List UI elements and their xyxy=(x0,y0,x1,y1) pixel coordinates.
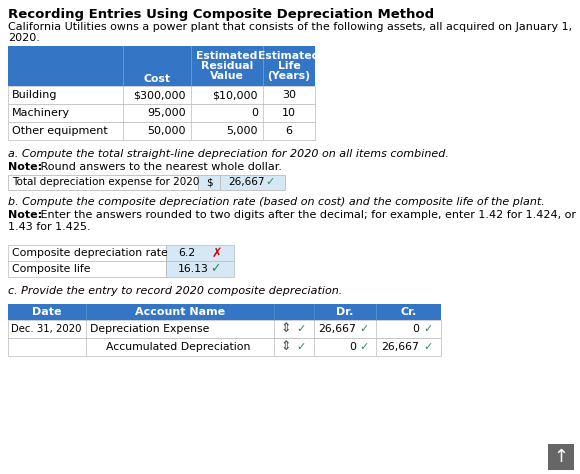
Text: Total depreciation expense for 2020: Total depreciation expense for 2020 xyxy=(12,177,200,187)
Text: 26,667: 26,667 xyxy=(318,324,356,334)
Bar xyxy=(8,104,315,122)
Text: ⇕: ⇕ xyxy=(280,322,291,336)
Bar xyxy=(8,338,441,356)
Text: $300,000: $300,000 xyxy=(133,90,186,100)
Text: Composite life: Composite life xyxy=(12,264,90,274)
Text: ✗: ✗ xyxy=(212,246,223,259)
Text: ✓: ✓ xyxy=(359,342,368,352)
Text: 95,000: 95,000 xyxy=(147,108,186,118)
Bar xyxy=(8,304,441,320)
Text: 2020.: 2020. xyxy=(8,33,40,43)
Text: Other equipment: Other equipment xyxy=(12,126,108,136)
Text: b. Compute the composite depreciation rate (based on cost) and the composite lif: b. Compute the composite depreciation ra… xyxy=(8,197,545,207)
Text: Value: Value xyxy=(210,71,244,81)
Bar xyxy=(166,245,234,261)
Bar xyxy=(8,86,315,104)
Text: ✓: ✓ xyxy=(296,342,306,352)
Text: Machinery: Machinery xyxy=(12,108,70,118)
Bar xyxy=(8,320,441,338)
Text: Cost: Cost xyxy=(143,74,171,84)
Text: (Years): (Years) xyxy=(267,71,310,81)
Text: Estimated: Estimated xyxy=(258,51,320,61)
Bar xyxy=(8,261,166,277)
Text: Note:: Note: xyxy=(8,210,42,220)
Text: ↑: ↑ xyxy=(553,448,568,466)
Text: Composite depreciation rate: Composite depreciation rate xyxy=(12,248,168,258)
Text: 10: 10 xyxy=(282,108,296,118)
Text: 0: 0 xyxy=(349,342,356,352)
Text: $10,000: $10,000 xyxy=(212,90,258,100)
Text: Account Name: Account Name xyxy=(135,307,225,317)
Text: ✓: ✓ xyxy=(423,342,432,352)
Text: ✓: ✓ xyxy=(423,324,432,334)
Text: Enter the answers rounded to two digits after the decimal; for example, enter 1.: Enter the answers rounded to two digits … xyxy=(37,210,576,220)
Bar xyxy=(166,261,234,277)
Text: 1.43 for 1.425.: 1.43 for 1.425. xyxy=(8,222,90,232)
Text: Life: Life xyxy=(278,61,300,71)
Text: California Utilities owns a power plant that consists of the following assets, a: California Utilities owns a power plant … xyxy=(8,22,572,32)
Text: ⇕: ⇕ xyxy=(280,340,291,354)
Text: ✓: ✓ xyxy=(210,263,220,275)
Text: ✓: ✓ xyxy=(296,324,306,334)
Text: 30: 30 xyxy=(282,90,296,100)
Text: 0: 0 xyxy=(251,108,258,118)
Text: Estimated: Estimated xyxy=(196,51,258,61)
Text: 5,000: 5,000 xyxy=(227,126,258,136)
Text: 16.13: 16.13 xyxy=(178,264,209,274)
Bar xyxy=(8,46,315,86)
Text: $: $ xyxy=(206,177,212,187)
Text: ✓: ✓ xyxy=(265,177,274,187)
Text: Recording Entries Using Composite Depreciation Method: Recording Entries Using Composite Deprec… xyxy=(8,8,434,20)
Bar xyxy=(220,174,285,190)
Text: Cr.: Cr. xyxy=(400,307,416,317)
Text: Dr.: Dr. xyxy=(336,307,354,317)
Text: a. Compute the total straight-line depreciation for 2020 on all items combined.: a. Compute the total straight-line depre… xyxy=(8,149,449,159)
Bar xyxy=(8,245,166,261)
Text: 50,000: 50,000 xyxy=(147,126,186,136)
Text: 6: 6 xyxy=(285,126,292,136)
Text: 26,667: 26,667 xyxy=(381,342,419,352)
Text: Residual: Residual xyxy=(201,61,253,71)
Text: Building: Building xyxy=(12,90,57,100)
Text: Dec. 31, 2020: Dec. 31, 2020 xyxy=(11,324,82,334)
Bar xyxy=(198,174,220,190)
Text: ✓: ✓ xyxy=(359,324,368,334)
Bar xyxy=(548,444,574,470)
Text: 6.2: 6.2 xyxy=(178,248,195,258)
Text: Date: Date xyxy=(32,307,61,317)
Bar xyxy=(8,122,315,140)
Text: Accumulated Depreciation: Accumulated Depreciation xyxy=(106,342,251,352)
Bar xyxy=(8,174,198,190)
Text: c. Provide the entry to record 2020 composite depreciation.: c. Provide the entry to record 2020 comp… xyxy=(8,286,342,296)
Text: Note:: Note: xyxy=(8,162,42,172)
Text: Depreciation Expense: Depreciation Expense xyxy=(90,324,209,334)
Text: 0: 0 xyxy=(412,324,419,334)
Text: 26,667: 26,667 xyxy=(228,177,264,187)
Text: Round answers to the nearest whole dollar.: Round answers to the nearest whole dolla… xyxy=(37,162,282,172)
